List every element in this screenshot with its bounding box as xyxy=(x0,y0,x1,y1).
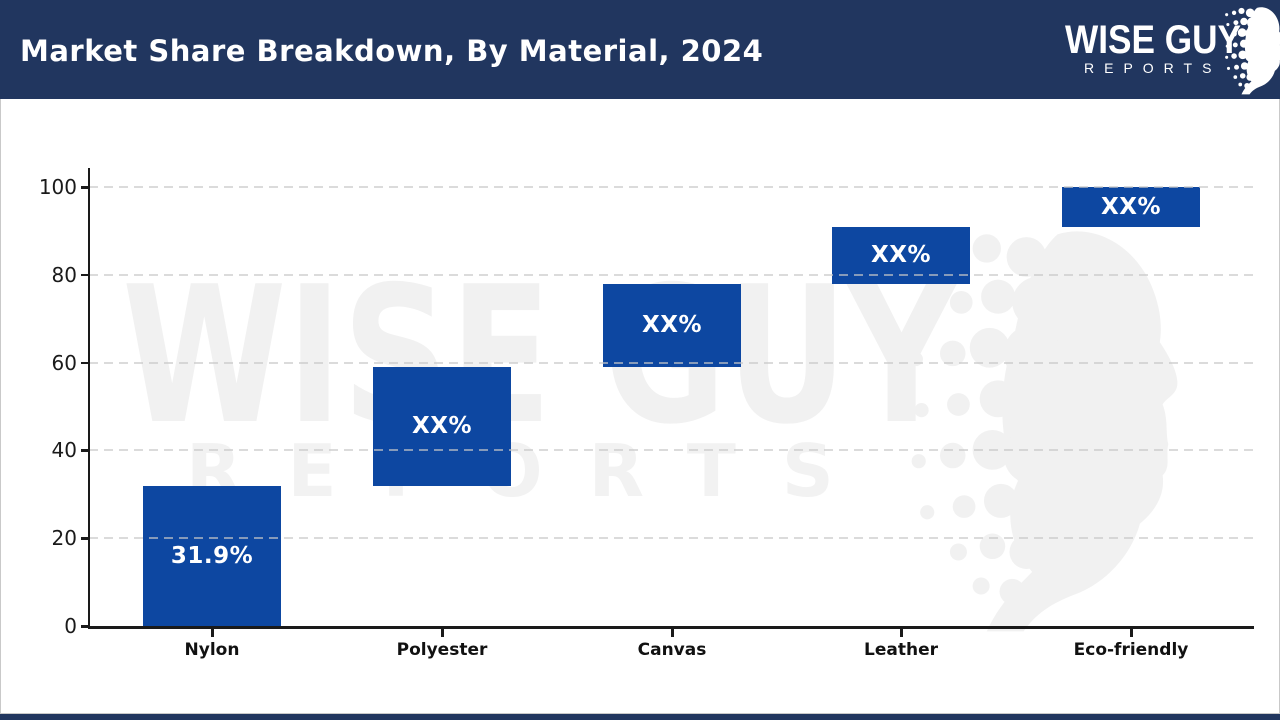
y-tick-100 xyxy=(81,186,89,189)
y-tick-0 xyxy=(81,625,89,628)
x-category-label: Nylon xyxy=(184,640,240,660)
bar-value-label: XX% xyxy=(411,413,472,440)
bar-value-label: XX% xyxy=(1100,193,1161,220)
footer-divider xyxy=(0,713,1280,714)
header-bar: Market Share Breakdown, By Material, 202… xyxy=(0,0,1280,99)
bar-value-label: 31.9% xyxy=(170,542,254,569)
y-tick-label-40: 40 xyxy=(51,438,77,463)
gridline-60 xyxy=(89,361,1254,364)
bar-value-label: XX% xyxy=(641,312,702,339)
watermark-subtitle: REPORTS xyxy=(186,429,880,513)
x-axis-spine xyxy=(87,626,1254,629)
footer-bar xyxy=(0,714,1280,720)
x-category-label: Canvas xyxy=(637,640,707,660)
y-tick-80 xyxy=(81,273,89,277)
y-tick-label-60: 60 xyxy=(51,350,77,375)
gridline-80 xyxy=(89,273,1254,276)
x-tick-1 xyxy=(441,628,444,637)
x-category-label: Leather xyxy=(864,640,938,660)
y-tick-label-80: 80 xyxy=(51,262,77,287)
y-tick-40 xyxy=(81,449,89,452)
bar-polyester: XX% xyxy=(373,366,511,486)
gridline-100 xyxy=(89,186,1254,188)
bar-eco-friendly: XX% xyxy=(1062,187,1200,227)
x-category-label: Polyester xyxy=(396,640,488,660)
x-tick-0 xyxy=(211,628,214,637)
bar-value-label: XX% xyxy=(870,242,931,269)
gridline-40 xyxy=(89,449,1254,452)
gridline-20 xyxy=(89,537,1254,540)
logo-wordmark: WISE GUY xyxy=(1065,18,1242,62)
watermark-wordmark: WISE GUY xyxy=(122,246,956,466)
y-tick-20 xyxy=(81,537,89,540)
y-axis-spine xyxy=(87,168,90,629)
wise-guy-logo: WISE GUY REPORTS xyxy=(1022,0,1280,99)
chart-title: Market Share Breakdown, By Material, 202… xyxy=(20,34,764,68)
x-tick-4 xyxy=(1130,628,1133,637)
y-tick-60 xyxy=(81,361,89,365)
bar-nylon: 31.9% xyxy=(143,485,281,626)
logo-subtitle: REPORTS xyxy=(1084,60,1222,76)
chart-area: WISE GUY REPORTS 0 20 40 60 80 100 31.9% Nylon X… xyxy=(0,99,1280,714)
y-tick-label-100: 100 xyxy=(38,175,77,199)
x-tick-2 xyxy=(671,628,674,637)
x-category-label: Eco-friendly xyxy=(1073,640,1189,660)
x-tick-3 xyxy=(900,628,903,637)
logo-face-icon xyxy=(1224,7,1280,95)
y-tick-label-20: 20 xyxy=(51,526,77,551)
y-tick-label-0: 0 xyxy=(64,614,77,638)
bar-canvas: XX% xyxy=(603,283,741,367)
